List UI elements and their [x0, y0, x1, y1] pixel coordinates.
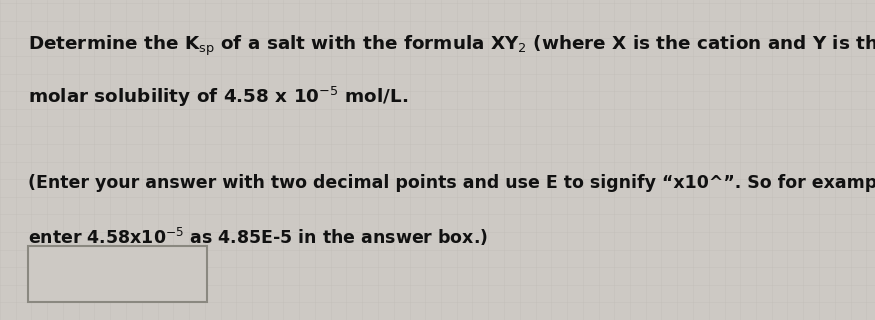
- Text: Determine the K$_{\mathrm{sp}}$ of a salt with the formula XY$_{2}$ (where X is : Determine the K$_{\mathrm{sp}}$ of a sal…: [28, 34, 875, 58]
- Text: molar solubility of 4.58 x 10$^{-5}$ mol/L.: molar solubility of 4.58 x 10$^{-5}$ mol…: [28, 85, 409, 109]
- Text: enter 4.58x10$^{-5}$ as 4.85E-5 in the answer box.): enter 4.58x10$^{-5}$ as 4.85E-5 in the a…: [28, 226, 488, 248]
- Text: (Enter your answer with two decimal points and use E to signify “x10^”. So for e: (Enter your answer with two decimal poin…: [28, 174, 875, 192]
- FancyBboxPatch shape: [28, 246, 207, 302]
